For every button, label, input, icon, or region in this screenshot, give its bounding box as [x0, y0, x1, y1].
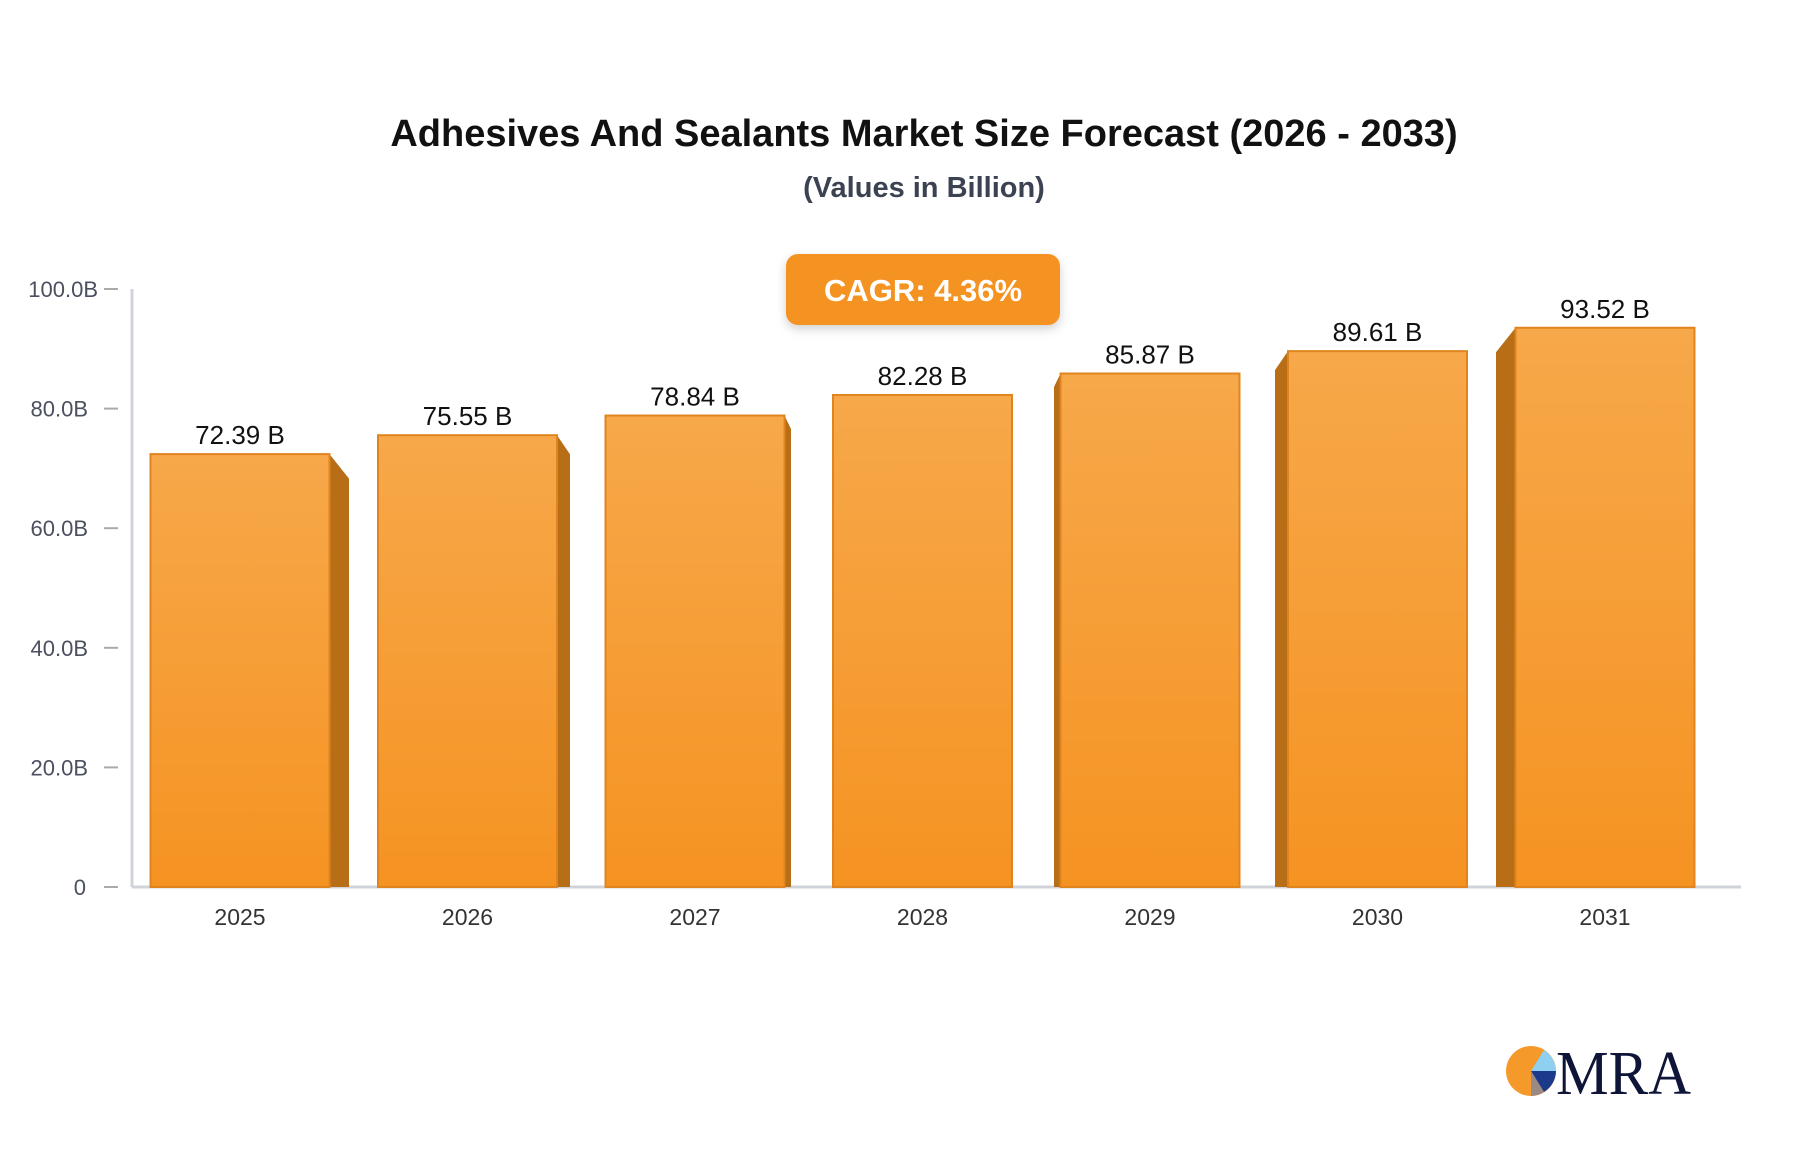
data-label: 78.84 B	[650, 382, 740, 412]
data-label: 89.61 B	[1333, 317, 1423, 347]
bar-2029: 85.87 B 2029	[1054, 339, 1241, 930]
y-tick-label: 20.0B	[31, 755, 89, 780]
bar-face	[604, 414, 786, 888]
y-tick-label: 60.0B	[31, 516, 89, 541]
bar-side	[1275, 351, 1288, 887]
data-label: 85.87 B	[1105, 339, 1195, 369]
data-label: 75.55 B	[423, 401, 513, 431]
x-tick-label: 2030	[1352, 904, 1403, 930]
y-tick-label: 40.0B	[31, 636, 89, 661]
x-tick-label: 2028	[897, 904, 948, 930]
bar-2030: 89.61 B 2030	[1275, 317, 1468, 930]
bar-side	[784, 415, 791, 887]
bar-face	[149, 453, 331, 888]
data-label: 82.28 B	[878, 361, 968, 391]
x-tick-label: 2029	[1124, 904, 1175, 930]
bar-2031: 93.52 B 2031	[1496, 294, 1696, 930]
bar-2026: 75.55 B 2026	[377, 401, 570, 930]
mra-logo: MRA	[1506, 1040, 1691, 1108]
x-tick-label: 2025	[214, 904, 265, 930]
y-tick-label: 100.0B	[28, 277, 98, 302]
x-tick-label: 2031	[1579, 904, 1630, 930]
bar-face	[1287, 350, 1468, 888]
bar-face	[832, 393, 1013, 888]
cagr-label: CAGR: 4.36%	[824, 273, 1022, 308]
bar-2025: 72.39 B 2025	[149, 420, 349, 930]
x-tick-label: 2026	[442, 904, 493, 930]
bar-2028: 82.28 B 2028	[832, 361, 1013, 930]
y-tick-label: 0	[74, 875, 86, 900]
data-label: 93.52 B	[1560, 294, 1650, 324]
x-tick-label: 2027	[669, 904, 720, 930]
y-tick-label: 80.0B	[31, 397, 89, 422]
bar-face	[1514, 326, 1696, 888]
data-label: 72.39 B	[195, 420, 285, 450]
bar-side	[557, 435, 570, 887]
cagr-badge: CAGR: 4.36%	[786, 254, 1060, 325]
bar-side	[1054, 373, 1061, 887]
bar-side	[329, 454, 349, 887]
logo-text: MRA	[1556, 1040, 1691, 1108]
bar-side	[1496, 327, 1516, 888]
chart-title: Adhesives And Sealants Market Size Forec…	[390, 113, 1457, 155]
chart-subtitle: (Values in Billion)	[803, 172, 1045, 204]
bar-face	[1059, 372, 1241, 889]
bar-2027: 78.84 B 2027	[604, 382, 791, 930]
bar-face	[377, 434, 558, 888]
